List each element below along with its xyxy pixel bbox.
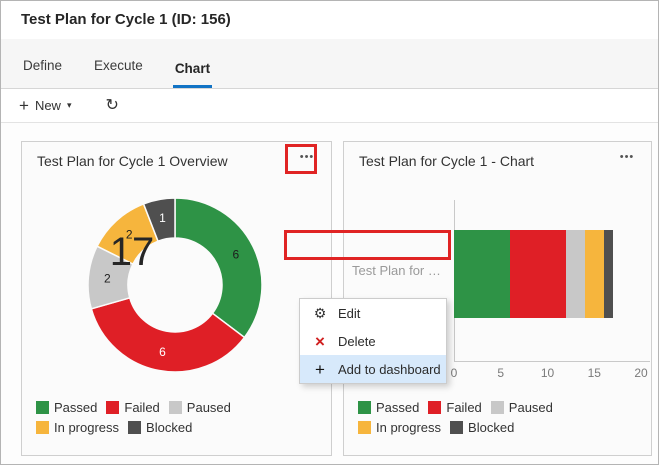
card-context-menu: ⚙ Edit × Delete + Add to dashboard [299, 298, 447, 384]
new-button-label: New [34, 98, 61, 113]
menu-item-add-to-dashboard[interactable]: + Add to dashboard [300, 355, 446, 383]
chevron-down-icon: ▾ [66, 100, 72, 110]
tab-bar: Define Execute Chart [1, 39, 658, 89]
overview-card-ellipsis-button[interactable]: ••• [299, 151, 315, 163]
legend-swatch [128, 421, 142, 434]
donut-slice-value: 6 [159, 345, 166, 359]
gear-icon: ⚙ [313, 304, 327, 321]
legend-label: Blocked [468, 420, 515, 435]
legend-swatch [36, 401, 49, 414]
bar-segment-blocked [603, 230, 613, 318]
legend-swatch [450, 421, 464, 434]
legend-item-paused: Paused [490, 400, 553, 415]
donut-slice-value: 2 [126, 228, 133, 242]
legend-item-in-progress: In progress [358, 420, 441, 435]
page-header: Test Plan for Cycle 1 (ID: 156) [1, 1, 658, 39]
legend-item-paused: Paused [168, 400, 231, 415]
x-tick-label: 5 [497, 366, 505, 380]
bar-x-axis-ticks: 0 5 10 15 20 [451, 366, 648, 382]
legend-label: In progress [54, 420, 120, 435]
tab-define[interactable]: Define [23, 58, 63, 73]
legend-item-failed: Failed [106, 400, 160, 415]
new-chart-button[interactable]: + New ▾ [19, 97, 71, 114]
x-tick-label: 20 [634, 366, 648, 380]
donut-slice-blocked [142, 197, 176, 243]
donut-chart: 6 6 2 2 1 [65, 175, 285, 395]
legend-label: Blocked [146, 420, 193, 435]
legend-item-in-progress: In progress [36, 420, 119, 435]
bar-category-label: Test Plan for C… [352, 263, 448, 278]
bar-card-title: Test Plan for Cycle 1 - Chart [359, 153, 535, 169]
legend-item-blocked: Blocked [450, 420, 514, 435]
plus-icon: + [315, 359, 325, 379]
stacked-bar [454, 230, 641, 318]
charts-content-area: Test Plan for Cycle 1 Overview ••• 6 6 2 2 1… [1, 123, 658, 464]
legend-swatch [490, 401, 504, 414]
donut-slice-value: 1 [159, 211, 166, 225]
legend-label: In progress [376, 420, 442, 435]
legend-swatch [168, 401, 182, 414]
page-title: Test Plan for Cycle 1 (ID: 156) [21, 11, 231, 28]
legend-swatch [428, 401, 442, 414]
legend-label: Failed [446, 400, 482, 415]
donut-slice-failed [90, 296, 246, 373]
bar-card-ellipsis-button[interactable]: ••• [619, 151, 635, 163]
legend-swatch [36, 421, 49, 434]
legend-item-blocked: Blocked [128, 420, 192, 435]
legend-label: Passed [376, 400, 420, 415]
legend-label: Paused [186, 400, 231, 415]
donut-slice-passed [174, 197, 263, 339]
refresh-icon[interactable]: ↻ [105, 96, 119, 114]
bar-x-axis-line [454, 361, 650, 362]
legend-swatch [358, 401, 371, 414]
legend-label: Passed [54, 400, 98, 415]
x-tick-label: 10 [540, 366, 555, 380]
chart-toolbar: + New ▾ ↻ [1, 89, 658, 123]
tab-chart[interactable]: Chart [172, 61, 213, 88]
bar-segment-in-progress [584, 230, 604, 318]
legend-item-passed: Passed [358, 400, 419, 415]
overview-card-title: Test Plan for Cycle 1 Overview [37, 153, 228, 169]
bar-legend: Passed Failed Paused In progress Blocked [358, 400, 643, 435]
legend-item-failed: Failed [428, 400, 482, 415]
delete-x-icon: × [315, 331, 325, 351]
donut-svg: 6 6 2 2 1 [87, 197, 263, 373]
bar-segment-paused [566, 230, 585, 318]
overview-chart-card: Test Plan for Cycle 1 Overview ••• 6 6 2 2 1… [21, 141, 332, 456]
x-tick-label: 15 [587, 366, 601, 380]
menu-item-edit[interactable]: ⚙ Edit [300, 299, 446, 327]
legend-item-passed: Passed [36, 400, 97, 415]
donut-slice-value: 6 [233, 248, 240, 262]
menu-item-delete[interactable]: × Delete [300, 327, 446, 355]
bar-segment-failed [510, 230, 567, 318]
overview-legend: Passed Failed Paused In progress Blocked [36, 400, 321, 435]
tab-execute[interactable]: Execute [94, 58, 143, 73]
x-tick-label: 0 [450, 366, 458, 380]
legend-swatch [358, 421, 371, 434]
plus-icon: + [19, 96, 29, 115]
legend-label: Failed [124, 400, 160, 415]
bar-segment-passed [454, 230, 511, 318]
legend-label: Paused [508, 400, 553, 415]
legend-swatch [106, 401, 120, 414]
donut-slice-value: 2 [104, 272, 111, 286]
